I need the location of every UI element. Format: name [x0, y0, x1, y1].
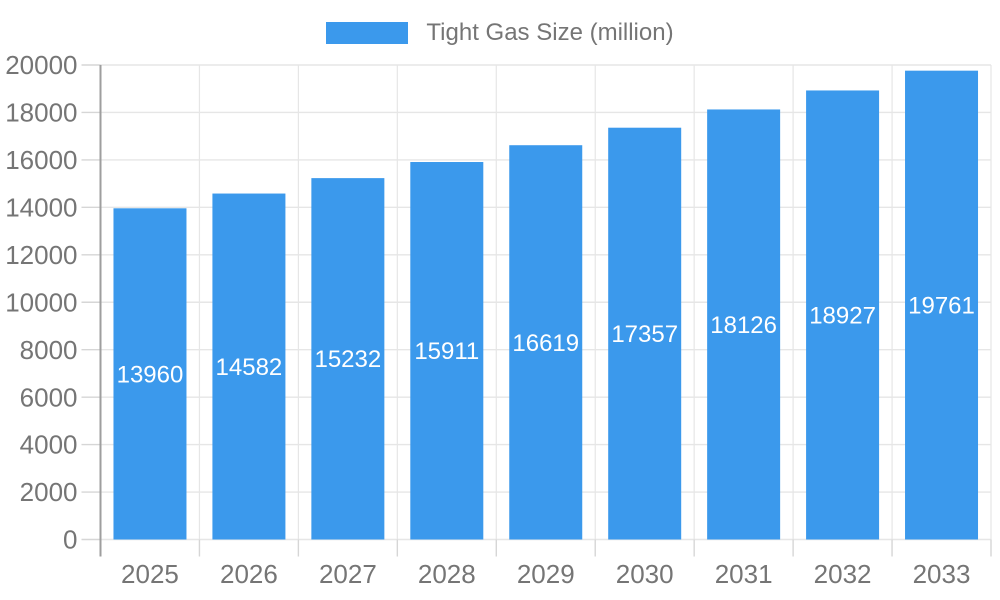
bar[interactable] — [113, 208, 187, 540]
bar-value-label: 14582 — [216, 354, 283, 381]
x-tick-label: 2031 — [715, 559, 773, 589]
bar-value-label: 18126 — [710, 312, 777, 339]
bar-value-label: 19761 — [908, 292, 975, 319]
y-tick-label: 20000 — [5, 50, 77, 80]
y-tick-label: 12000 — [5, 240, 77, 270]
bar-value-label: 17357 — [611, 321, 678, 348]
bar[interactable] — [509, 145, 583, 540]
x-tick-label: 2030 — [616, 559, 674, 589]
legend-label: Tight Gas Size (million) — [426, 19, 674, 46]
bar[interactable] — [707, 109, 781, 540]
x-tick-label: 2033 — [913, 559, 971, 589]
legend[interactable]: Tight Gas Size (million) — [0, 21, 1000, 45]
y-tick-label: 0 — [63, 525, 77, 555]
y-tick-label: 18000 — [5, 98, 77, 128]
bar[interactable] — [311, 178, 385, 540]
x-tick-label: 2029 — [517, 559, 575, 589]
bar[interactable] — [806, 90, 880, 540]
y-tick-label: 14000 — [5, 192, 77, 222]
bar[interactable] — [410, 162, 484, 540]
x-tick-label: 2026 — [220, 559, 278, 589]
y-tick-label: 6000 — [20, 382, 78, 412]
bar[interactable] — [212, 193, 286, 540]
bar-value-label: 16619 — [512, 330, 579, 357]
bar[interactable] — [905, 70, 979, 540]
bar-value-label: 15911 — [414, 338, 479, 365]
bar-value-label: 18927 — [809, 302, 876, 329]
bar-value-label: 13960 — [117, 361, 184, 388]
x-tick-label: 2025 — [121, 559, 179, 589]
y-tick-label: 4000 — [20, 430, 78, 460]
y-tick-label: 16000 — [5, 145, 77, 175]
y-tick-label: 2000 — [20, 477, 78, 507]
y-tick-label: 10000 — [5, 287, 77, 317]
bar[interactable] — [608, 127, 682, 540]
x-tick-label: 2027 — [319, 559, 377, 589]
x-tick-label: 2032 — [814, 559, 872, 589]
x-tick-label: 2028 — [418, 559, 476, 589]
legend-swatch-icon — [326, 22, 409, 44]
y-tick-label: 8000 — [20, 335, 78, 365]
bar-value-label: 15232 — [314, 346, 381, 373]
